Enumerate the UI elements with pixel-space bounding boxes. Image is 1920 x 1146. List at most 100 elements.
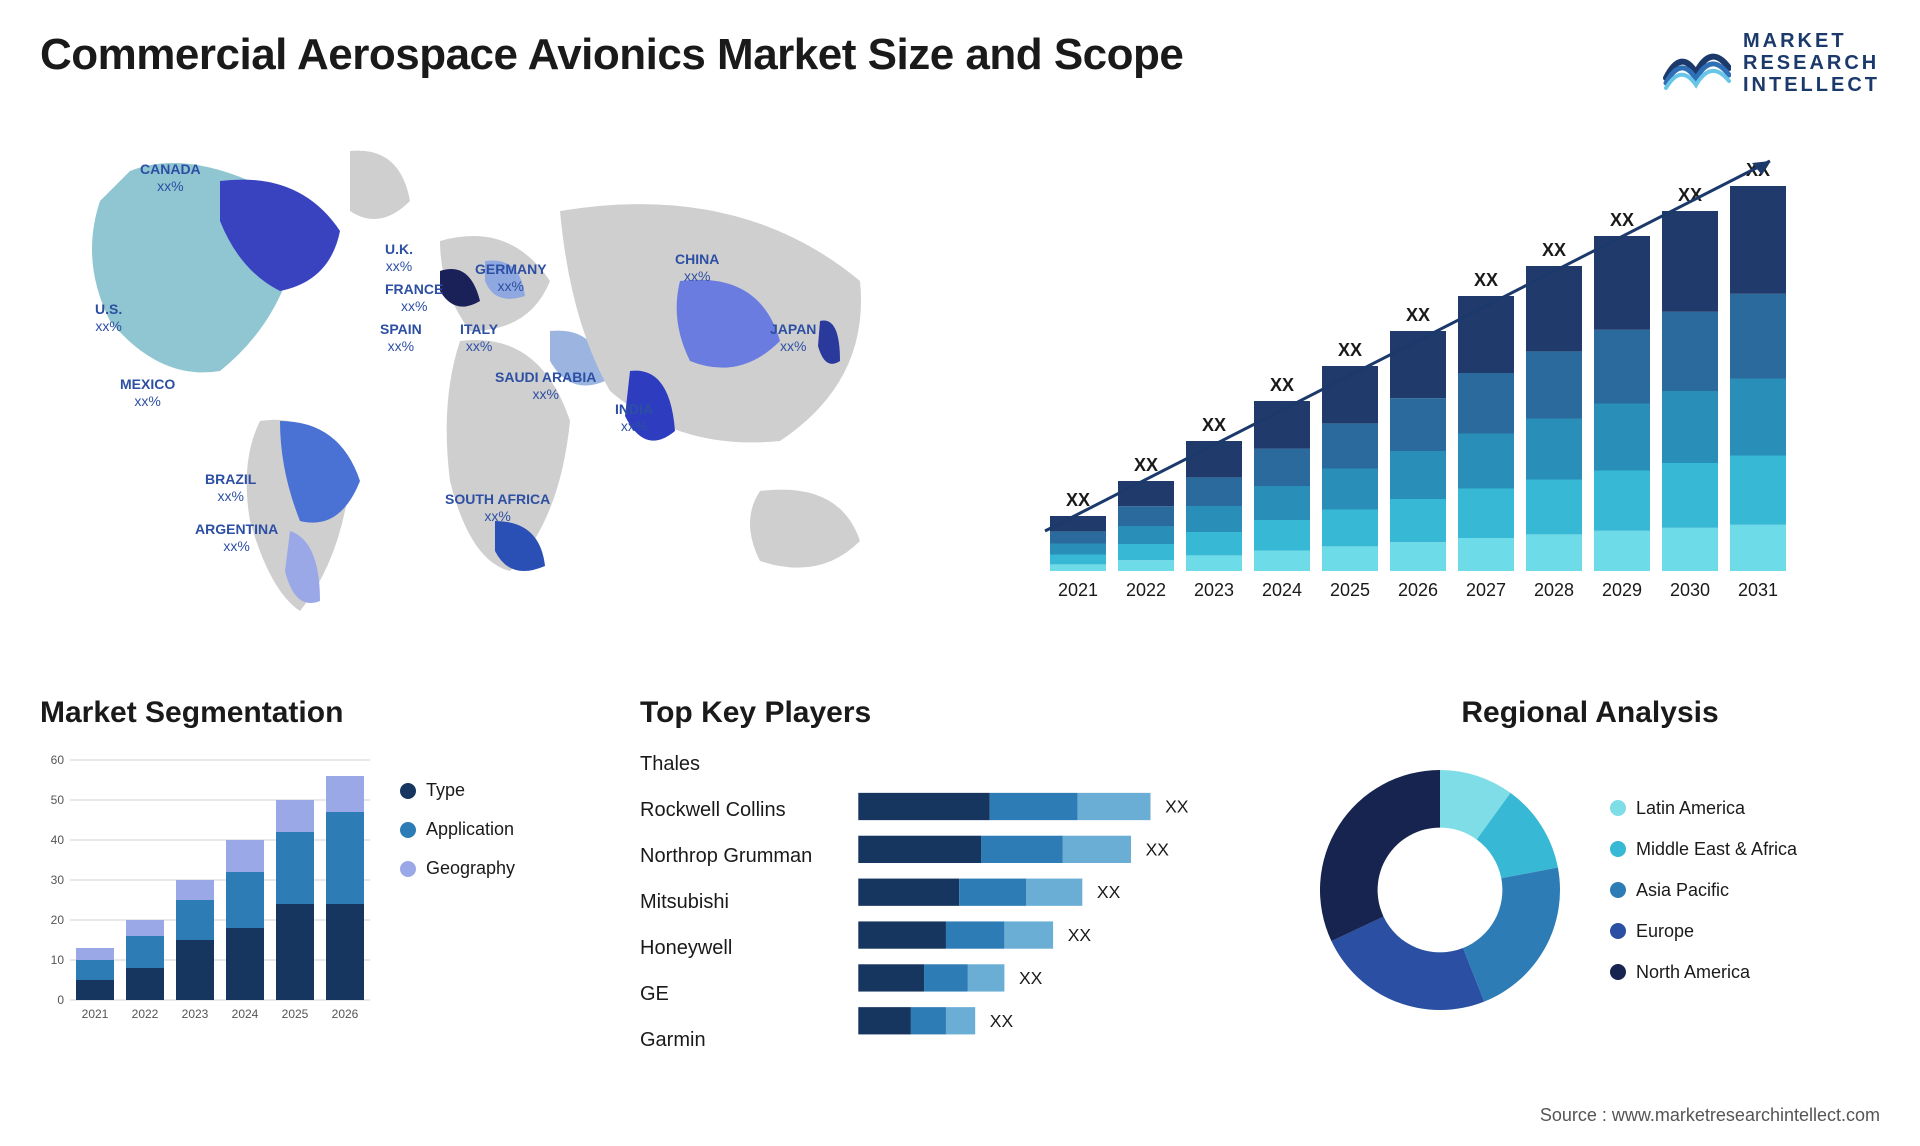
regional-legend: Latin America Middle East & Africa Asia Pa… (1610, 798, 1797, 983)
map-label-india: INDIAxx% (615, 401, 653, 435)
svg-text:XX: XX (1202, 415, 1226, 435)
seg-legend-type: Type (400, 780, 515, 801)
regional-legend-middle-east-africa: Middle East & Africa (1610, 839, 1797, 860)
legend-dot-icon (400, 861, 416, 877)
seg-legend-geography: Geography (400, 858, 515, 879)
map-label-canada: CANADAxx% (140, 161, 201, 195)
svg-text:XX: XX (1165, 796, 1189, 816)
svg-text:2026: 2026 (332, 1007, 359, 1021)
regional-title: Regional Analysis (1300, 696, 1880, 730)
map-label-germany: GERMANYxx% (475, 261, 547, 295)
map-label-spain: SPAINxx% (380, 321, 422, 355)
svg-text:2025: 2025 (282, 1007, 309, 1021)
legend-dot-icon (400, 783, 416, 799)
svg-text:XX: XX (1134, 455, 1158, 475)
svg-text:2024: 2024 (1262, 580, 1302, 600)
map-label-argentina: ARGENTINAxx% (195, 521, 278, 555)
svg-text:XX: XX (1270, 375, 1294, 395)
svg-text:2021: 2021 (82, 1007, 109, 1021)
legend-dot-icon (1610, 923, 1626, 939)
svg-text:50: 50 (51, 793, 65, 807)
svg-text:2022: 2022 (1126, 580, 1166, 600)
map-label-south-africa: SOUTH AFRICAxx% (445, 491, 550, 525)
regional-legend-north-america: North America (1610, 962, 1797, 983)
svg-text:XX: XX (1542, 240, 1566, 260)
svg-text:2021: 2021 (1058, 580, 1098, 600)
regional-legend-asia-pacific: Asia Pacific (1610, 880, 1797, 901)
logo-line3: INTELLECT (1743, 74, 1880, 96)
player-label-garmin: Garmin (640, 1026, 812, 1054)
segmentation-legend: Type Application Geography (400, 750, 515, 1030)
svg-text:XX: XX (990, 1011, 1014, 1031)
legend-dot-icon (1610, 800, 1626, 816)
legend-dot-icon (1610, 964, 1626, 980)
legend-dot-icon (400, 822, 416, 838)
svg-text:XX: XX (1474, 270, 1498, 290)
logo-line2: RESEARCH (1743, 52, 1880, 74)
svg-text:XX: XX (1068, 925, 1092, 945)
svg-text:XX: XX (1066, 490, 1090, 510)
player-label-rockwell-collins: Rockwell Collins (640, 796, 812, 824)
legend-dot-icon (1610, 882, 1626, 898)
regional-legend-latin-america: Latin America (1610, 798, 1797, 819)
regional-panel: Regional Analysis Latin America Middle Ea… (1300, 696, 1880, 1054)
player-label-ge: GE (640, 980, 812, 1008)
header: Commercial Aerospace Avionics Market Siz… (40, 30, 1880, 96)
svg-text:XX: XX (1610, 210, 1634, 230)
map-label-saudi-arabia: SAUDI ARABIAxx% (495, 369, 596, 403)
svg-text:2028: 2028 (1534, 580, 1574, 600)
logo-icon (1661, 33, 1731, 93)
players-panel: Top Key Players ThalesRockwell CollinsNo… (640, 696, 1260, 1054)
logo-text: MARKET RESEARCH INTELLECT (1743, 30, 1880, 96)
regional-legend-europe: Europe (1610, 921, 1797, 942)
svg-text:2022: 2022 (132, 1007, 159, 1021)
map-label-italy: ITALYxx% (460, 321, 498, 355)
map-label-france: FRANCExx% (385, 281, 443, 315)
svg-text:10: 10 (51, 953, 65, 967)
logo-line1: MARKET (1743, 30, 1880, 52)
svg-text:30: 30 (51, 873, 65, 887)
players-title: Top Key Players (640, 696, 1260, 730)
svg-text:XX: XX (1146, 839, 1170, 859)
upper-row: CANADAxx% U.S.xx% MEXICOxx% BRAZILxx% ARGENT… (40, 121, 1880, 646)
svg-text:2023: 2023 (1194, 580, 1234, 600)
growth-chart-section: XX 2021 XX 2022 XX 2023 XX 2024 XX 2025 XX 2026 XX 20… (1000, 121, 1880, 646)
svg-text:2026: 2026 (1398, 580, 1438, 600)
player-label-honeywell: Honeywell (640, 934, 812, 962)
player-label-mitsubishi: Mitsubishi (640, 888, 812, 916)
map-label-china: CHINAxx% (675, 251, 719, 285)
players-labels: ThalesRockwell CollinsNorthrop GrummanMi… (640, 750, 812, 1054)
world-map-section: CANADAxx% U.S.xx% MEXICOxx% BRAZILxx% ARGENT… (40, 121, 940, 646)
map-label-u.s.: U.S.xx% (95, 301, 122, 335)
svg-text:2031: 2031 (1738, 580, 1778, 600)
segmentation-chart: 0102030405060202120222023202420252026 (40, 750, 370, 1030)
svg-text:20: 20 (51, 913, 65, 927)
lower-row: Market Segmentation 01020304050602021202… (40, 696, 1880, 1054)
map-label-mexico: MEXICOxx% (120, 376, 175, 410)
segmentation-title: Market Segmentation (40, 696, 600, 730)
svg-text:2027: 2027 (1466, 580, 1506, 600)
source-attribution: Source : www.marketresearchintellect.com (1540, 1105, 1880, 1126)
svg-text:2024: 2024 (232, 1007, 259, 1021)
seg-legend-application: Application (400, 819, 515, 840)
svg-text:2029: 2029 (1602, 580, 1642, 600)
svg-text:2030: 2030 (1670, 580, 1710, 600)
svg-text:XX: XX (1406, 305, 1430, 325)
growth-bar-chart: XX 2021 XX 2022 XX 2023 XX 2024 XX 2025 XX 2026 XX 20… (1000, 141, 1880, 621)
brand-logo: MARKET RESEARCH INTELLECT (1661, 30, 1880, 96)
player-label-northrop-grumman: Northrop Grumman (640, 842, 812, 870)
svg-text:XX: XX (1019, 968, 1043, 988)
svg-text:2025: 2025 (1330, 580, 1370, 600)
map-label-brazil: BRAZILxx% (205, 471, 256, 505)
legend-dot-icon (1610, 841, 1626, 857)
segmentation-panel: Market Segmentation 01020304050602021202… (40, 696, 600, 1054)
map-label-u.k.: U.K.xx% (385, 241, 413, 275)
regional-donut-chart (1300, 750, 1580, 1030)
svg-text:XX: XX (1097, 882, 1121, 902)
svg-text:60: 60 (51, 753, 65, 767)
svg-text:2023: 2023 (182, 1007, 209, 1021)
players-bar-chart: XX XX XX XX XX XX (827, 750, 1260, 1050)
svg-text:XX: XX (1338, 340, 1362, 360)
map-label-japan: JAPANxx% (770, 321, 816, 355)
page-title: Commercial Aerospace Avionics Market Siz… (40, 30, 1183, 80)
